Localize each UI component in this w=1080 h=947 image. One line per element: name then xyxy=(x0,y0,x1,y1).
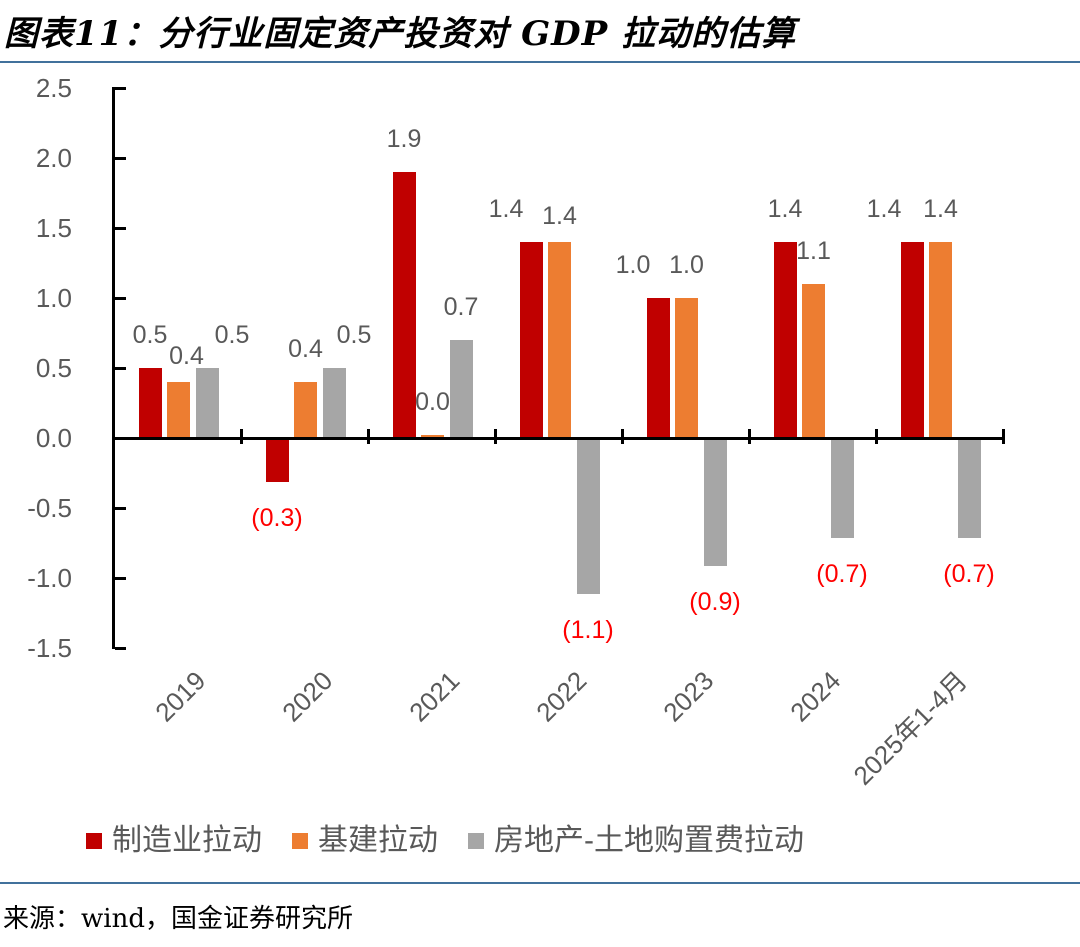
x-category-label: 2020 xyxy=(275,665,339,728)
bar-制造业拉动-2025年1-4月 xyxy=(900,242,924,438)
y-axis-tick-label: -0.5 xyxy=(27,493,72,523)
y-axis-tick-label: 0.0 xyxy=(35,423,72,453)
y-axis-tick xyxy=(115,297,126,300)
data-label: 0.5 xyxy=(214,321,250,349)
y-axis-tick xyxy=(115,367,126,370)
x-axis-zero-line xyxy=(112,437,1004,440)
x-axis-tick xyxy=(621,429,624,444)
data-label: 0.4 xyxy=(288,335,323,363)
data-label: 1.4 xyxy=(488,195,524,223)
legend-swatch-icon xyxy=(468,833,484,849)
legend-label: 制造业拉动 xyxy=(112,824,262,857)
bar-制造业拉动-2024 xyxy=(773,242,797,438)
legend-swatch-icon xyxy=(86,833,102,849)
data-label: 1.0 xyxy=(615,251,651,279)
x-category-label: 2022 xyxy=(529,665,593,728)
bar-基建拉动-2020 xyxy=(294,382,317,438)
bar-制造业拉动-2019 xyxy=(138,368,162,438)
bar-制造业拉动-2022 xyxy=(519,242,543,438)
x-category-label: 2025年1-4月 xyxy=(847,665,974,791)
bar-基建拉动-2019 xyxy=(167,382,190,438)
data-label: 0.0 xyxy=(415,388,450,416)
negative-data-label: (0.3) xyxy=(251,504,303,532)
negative-data-label: (0.9) xyxy=(689,588,741,616)
x-axis-tick xyxy=(748,429,751,444)
y-axis-tick xyxy=(115,577,126,580)
y-axis-tick-label: -1.0 xyxy=(27,563,72,593)
data-label: 1.4 xyxy=(542,202,577,230)
legend-label: 房地产-土地购置费拉动 xyxy=(494,824,804,857)
legend-item: 制造业拉动 xyxy=(86,824,262,858)
top-separator-line xyxy=(0,61,1080,63)
bar-房地产-土地购置费拉动-2024 xyxy=(830,440,854,538)
legend-label: 基建拉动 xyxy=(318,824,438,857)
data-label: 0.7 xyxy=(443,293,479,321)
x-category-label: 2021 xyxy=(402,665,466,728)
y-axis-tick-label: 1.0 xyxy=(35,283,72,313)
y-axis-tick xyxy=(115,507,126,510)
bar-房地产-土地购置费拉动-2022 xyxy=(576,440,600,594)
y-axis-tick xyxy=(115,157,126,160)
negative-data-label: (0.7) xyxy=(816,560,868,588)
legend-item: 房地产-土地购置费拉动 xyxy=(468,824,804,858)
negative-data-label: (1.1) xyxy=(562,616,614,644)
data-label: 0.5 xyxy=(336,321,372,349)
bar-房地产-土地购置费拉动-2021 xyxy=(449,340,473,438)
bottom-separator-line xyxy=(0,882,1080,884)
bar-基建拉动-2022 xyxy=(548,242,571,438)
y-axis-line xyxy=(112,87,115,649)
bar-房地产-土地购置费拉动-2023 xyxy=(703,440,727,566)
data-label: 1.9 xyxy=(386,125,422,153)
bar-制造业拉动-2023 xyxy=(646,298,670,438)
x-category-label: 2023 xyxy=(656,665,720,728)
x-axis-tick xyxy=(240,429,243,444)
x-axis-tick xyxy=(494,429,497,444)
chart-title: 图表11：分行业固定资产投资对 GDP 拉动的估算 xyxy=(4,14,797,54)
data-label: 1.0 xyxy=(669,251,704,279)
x-category-label: 2019 xyxy=(148,665,212,728)
bar-房地产-土地购置费拉动-2025年1-4月 xyxy=(957,440,981,538)
y-axis-tick-label: -1.5 xyxy=(27,633,72,663)
bar-制造业拉动-2020 xyxy=(265,440,289,482)
source-note: 来源：wind，国金证券研究所 xyxy=(3,904,353,934)
data-label: 0.4 xyxy=(169,342,204,370)
bar-基建拉动-2025年1-4月 xyxy=(929,242,952,438)
y-axis-tick-label: 1.5 xyxy=(35,213,72,243)
negative-data-label: (0.7) xyxy=(943,560,995,588)
x-category-label: 2024 xyxy=(783,665,847,728)
chart-legend: 制造业拉动 基建拉动 房地产-土地购置费拉动 xyxy=(86,824,804,858)
bar-基建拉动-2024 xyxy=(802,284,825,438)
data-label: 1.4 xyxy=(866,195,902,223)
bar-制造业拉动-2021 xyxy=(392,172,416,438)
y-axis-tick-label: 2.0 xyxy=(35,143,72,173)
x-axis-tick xyxy=(875,429,878,444)
bar-基建拉动-2023 xyxy=(675,298,698,438)
y-axis-tick-label: 0.5 xyxy=(35,353,72,383)
legend-item: 基建拉动 xyxy=(292,824,438,858)
y-axis-tick xyxy=(115,227,126,230)
x-axis-tick xyxy=(367,429,370,444)
legend-swatch-icon xyxy=(292,833,308,849)
bar-房地产-土地购置费拉动-2019 xyxy=(195,368,219,438)
y-axis-tick xyxy=(115,87,126,90)
x-axis-tick xyxy=(1002,429,1005,444)
data-label: 1.4 xyxy=(767,195,803,223)
bar-基建拉动-2021 xyxy=(421,435,444,438)
data-label: 0.5 xyxy=(132,321,168,349)
data-label: 1.1 xyxy=(796,237,831,265)
y-axis-tick-label: 2.5 xyxy=(35,73,72,103)
data-label: 1.4 xyxy=(923,195,958,223)
bar-房地产-土地购置费拉动-2020 xyxy=(322,368,346,438)
y-axis-tick xyxy=(115,647,126,650)
